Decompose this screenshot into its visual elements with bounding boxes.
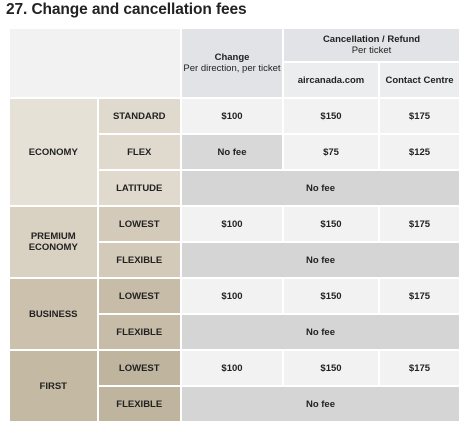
no-fee-cell: No fee <box>182 315 459 349</box>
table-row: PREMIUM ECONOMY LOWEST $100 $150 $175 <box>10 207 459 277</box>
online-cancel-fee-cell: $150 <box>284 99 378 133</box>
table-corner <box>10 29 180 97</box>
contact-cancel-fee-cell: $175 <box>380 279 459 313</box>
cancel-header-title: Cancellation / Refund <box>322 34 421 45</box>
no-fee-cell: No fee <box>182 243 459 277</box>
group-label-first: FIRST <box>10 351 97 421</box>
change-fee-cell: No fee <box>182 135 282 169</box>
table-row: FLEXIBLE No fee <box>10 243 459 277</box>
contact-cancel-fee-cell: $125 <box>380 135 459 169</box>
contact-cancel-fee-cell: $175 <box>380 351 459 385</box>
change-fee-cell: $100 <box>182 207 282 241</box>
contact-cancel-fee-cell: $175 <box>380 207 459 241</box>
change-header-sub: Per direction, per ticket <box>183 63 281 74</box>
change-fee-cell: $100 <box>182 99 282 133</box>
table-row: FLEXIBLE No fee <box>10 315 459 349</box>
cancel-header: Cancellation / Refund Per ticket <box>284 29 459 61</box>
no-fee-cell: No fee <box>182 387 459 421</box>
aircanada-column-header: aircanada.com <box>284 63 378 97</box>
group-label-business: BUSINESS <box>10 279 97 349</box>
page-title: 27. Change and cancellation fees <box>6 1 247 18</box>
tier-label: STANDARD <box>98 99 180 133</box>
table-row: BUSINESS LOWEST $100 $150 $175 <box>10 279 459 349</box>
table-row: LATITUDE No fee <box>10 171 459 205</box>
tier-label: LOWEST <box>98 279 180 313</box>
table-row: FLEXIBLE No fee <box>10 387 459 421</box>
change-fee-cell: $100 <box>182 279 282 313</box>
online-cancel-fee-cell: $150 <box>284 279 378 313</box>
tier-label: FLEXIBLE <box>98 387 180 421</box>
contact-centre-column-header: Contact Centre <box>380 63 459 97</box>
change-fee-cell: $100 <box>182 351 282 385</box>
fees-table: Change Per direction, per ticket Cancell… <box>8 27 461 423</box>
tier-label: LOWEST <box>98 351 180 385</box>
online-cancel-fee-cell: $150 <box>284 207 378 241</box>
online-cancel-fee-cell: $150 <box>284 351 378 385</box>
change-header-title: Change <box>214 52 250 63</box>
table-row: ECONOMY STANDARD $100 $150 $175 <box>10 99 459 205</box>
change-header: Change Per direction, per ticket <box>182 29 282 97</box>
tier-label: FLEXIBLE <box>98 315 180 349</box>
cancel-header-sub: Per ticket <box>351 45 392 56</box>
group-label-premium-economy: PREMIUM ECONOMY <box>10 207 97 277</box>
tier-label: FLEXIBLE <box>98 243 180 277</box>
group-label-economy: ECONOMY <box>10 99 97 205</box>
contact-cancel-fee-cell: $175 <box>380 99 459 133</box>
tier-label: LOWEST <box>98 207 180 241</box>
no-fee-cell: No fee <box>182 171 459 205</box>
online-cancel-fee-cell: $75 <box>284 135 378 169</box>
tier-label: FLEX <box>98 135 180 169</box>
tier-label: LATITUDE <box>98 171 180 205</box>
table-row: FIRST LOWEST $100 $150 $175 <box>10 351 459 421</box>
table-row: FLEX No fee $75 $125 <box>10 135 459 169</box>
